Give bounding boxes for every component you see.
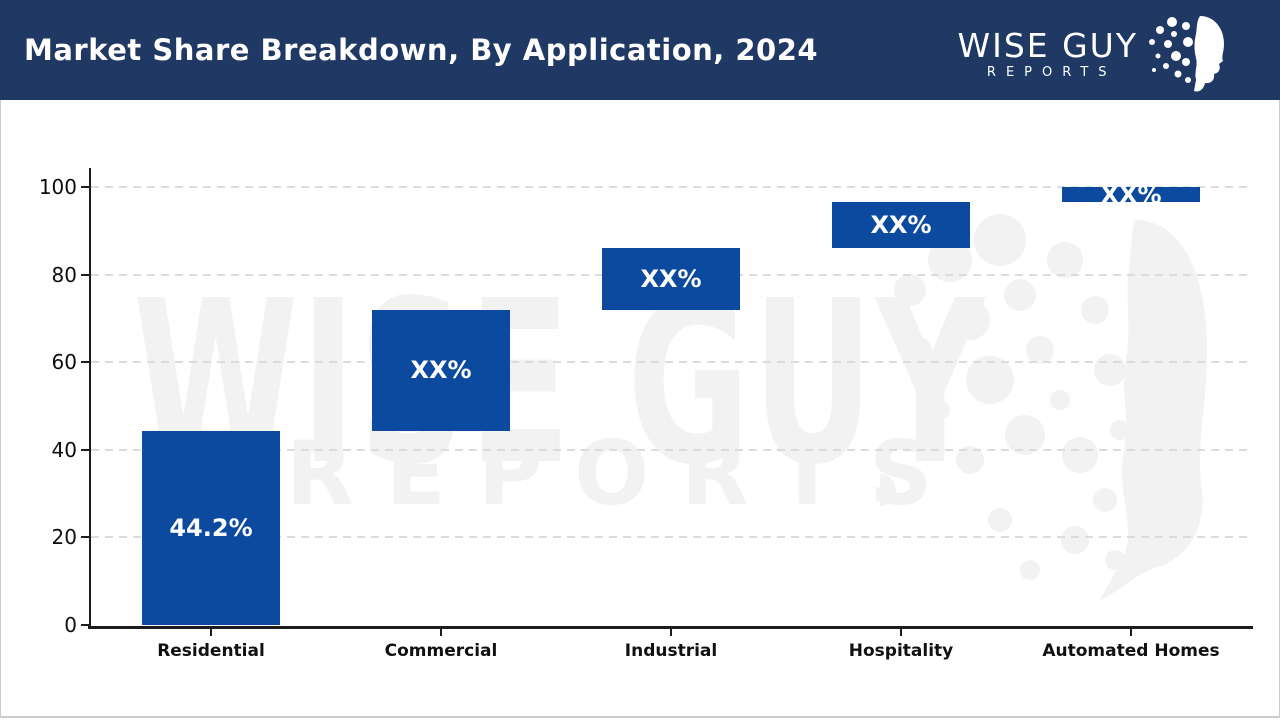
bar-value-label: XX%	[870, 211, 932, 240]
logo-wordmark: WISE GUY REPORTS	[957, 29, 1138, 79]
bar-value-label: 44.2%	[169, 513, 253, 542]
y-tick-mark	[81, 186, 89, 188]
y-tick-label: 40	[51, 437, 77, 462]
x-tick-mark	[900, 627, 902, 636]
bar-industrial: XX%	[602, 248, 740, 310]
page-title: Market Share Breakdown, By Application, …	[24, 33, 819, 67]
bar-automated-homes: XX%	[1062, 181, 1200, 209]
chart-canvas: WISE GUY REPORTS 0 20 40 60 80 100 44.2% Reside…	[0, 100, 1280, 720]
bar-hospitality: XX%	[832, 202, 970, 249]
border-left	[0, 100, 1, 717]
bar-value-label: XX%	[410, 356, 472, 385]
watermark-head-icon	[880, 214, 1208, 600]
header-bar: Market Share Breakdown, By Application, …	[0, 0, 1280, 100]
bar-value-label: XX%	[640, 264, 702, 293]
gridline-40	[91, 448, 1253, 451]
y-tick-label: 20	[51, 525, 77, 549]
x-tick-mark	[440, 627, 442, 636]
bar-commercial: XX%	[372, 309, 510, 432]
y-tick-mark	[81, 361, 89, 363]
y-axis-line	[89, 168, 91, 627]
x-axis-line	[88, 625, 1253, 629]
y-tick-label: 100	[38, 175, 77, 199]
wise-guy-logo: WISE GUY REPORTS	[957, 14, 1228, 94]
y-tick-label: 60	[51, 350, 77, 374]
border-bottom	[0, 716, 1280, 718]
y-tick-label: 80	[51, 262, 77, 287]
logo-head-icon	[1149, 16, 1224, 92]
x-category-label: Residential	[157, 640, 265, 661]
x-category-label: Hospitality	[848, 640, 954, 661]
watermark-subtitle: REPORTS	[286, 422, 965, 525]
x-tick-mark	[210, 627, 212, 636]
x-tick-mark	[670, 627, 672, 636]
x-category-label: Automated Homes	[1042, 640, 1220, 661]
logo-title-text: WISE GUY	[957, 26, 1138, 65]
gridline-60	[91, 361, 1253, 363]
y-tick-label: 0	[64, 612, 77, 637]
y-tick-mark	[81, 536, 89, 538]
x-category-label: Industrial	[624, 640, 718, 661]
bar-residential: 44.2%	[142, 431, 280, 625]
y-tick-mark	[81, 273, 89, 276]
bar-value-label: XX%	[1100, 180, 1162, 209]
y-tick-mark	[81, 623, 89, 626]
logo-subtitle-text: REPORTS	[986, 65, 1117, 80]
gridline-100	[91, 186, 1253, 188]
x-category-label: Commercial	[384, 640, 498, 661]
gridline-20	[91, 536, 1253, 538]
y-tick-mark	[81, 448, 89, 451]
x-tick-mark	[1130, 627, 1132, 636]
